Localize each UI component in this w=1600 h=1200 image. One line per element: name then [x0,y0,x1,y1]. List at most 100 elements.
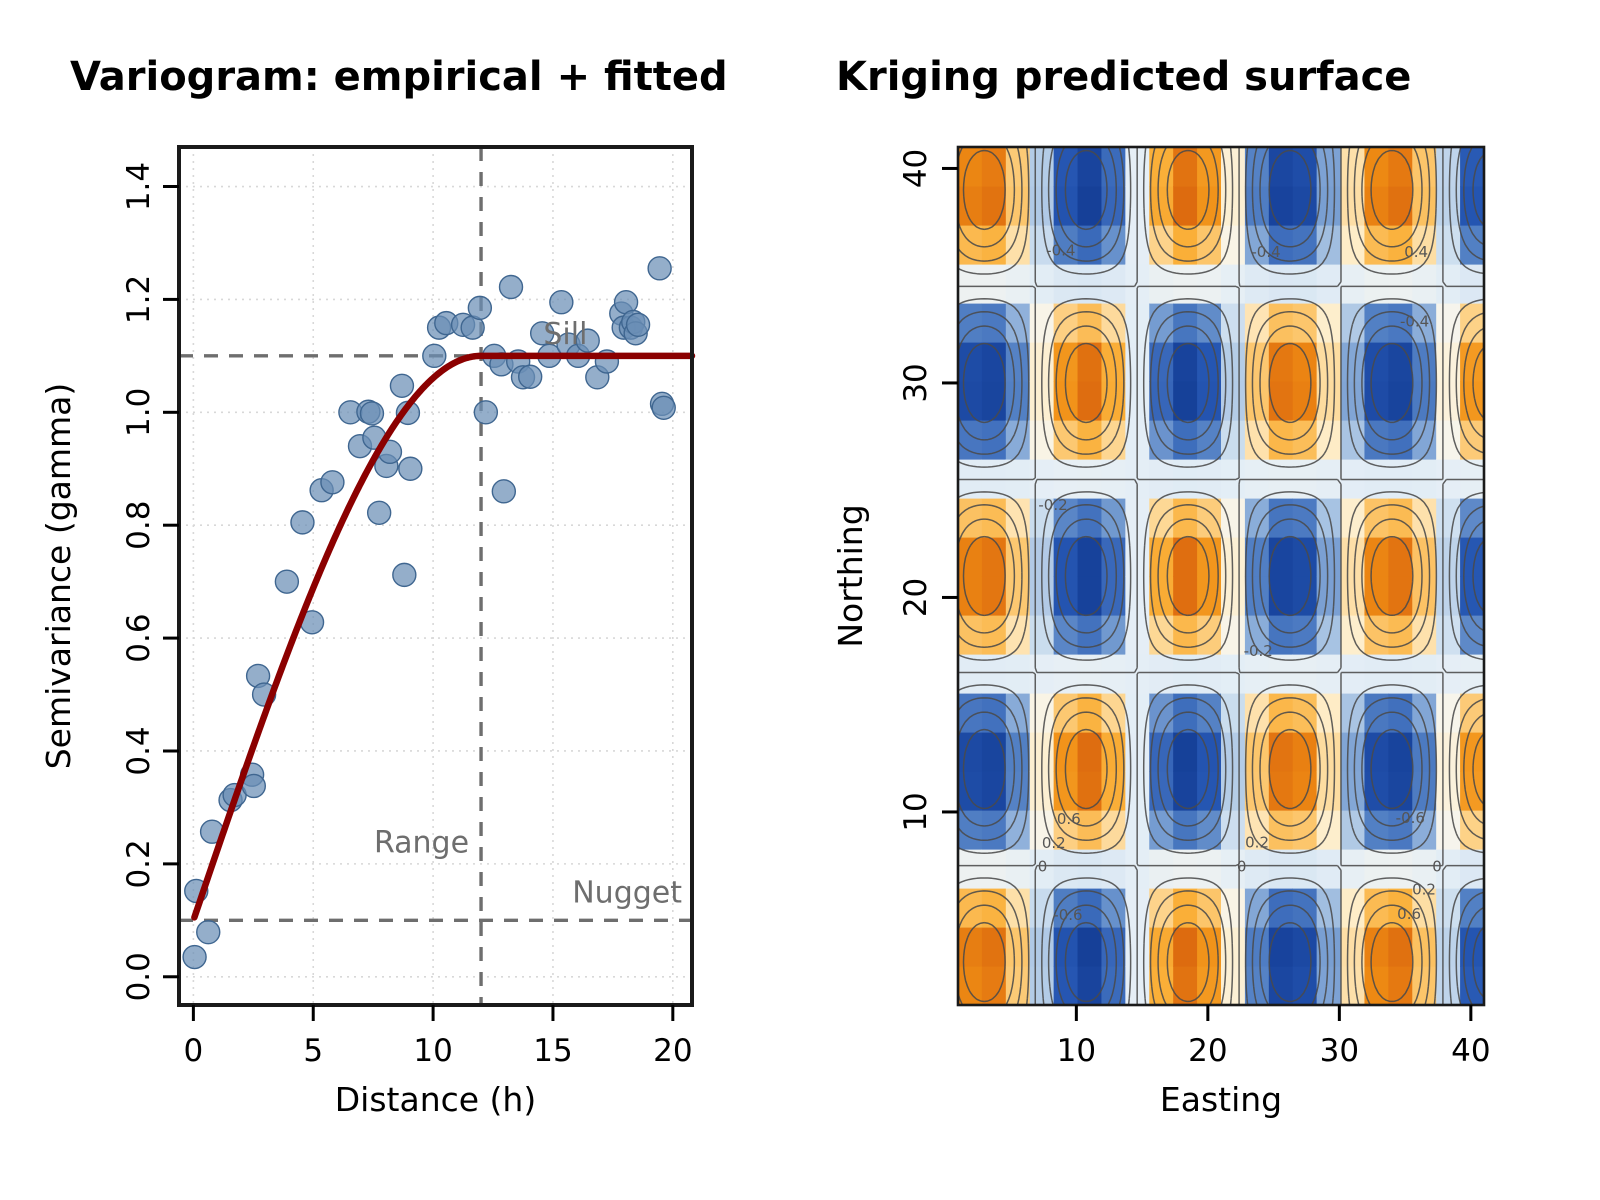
heatmap-cell [1316,849,1342,889]
heatmap-cell [981,147,1007,187]
heatmap-cell [1005,654,1031,694]
heatmap-cell [1268,927,1294,967]
heatmap-cell [1292,615,1318,655]
scatter-point [529,321,555,346]
heatmap-cell [1316,966,1342,1005]
x-tick-label: 0 [184,1033,204,1069]
scatter-point [389,373,415,398]
heatmap-cell [1316,537,1342,577]
heatmap-cell [981,966,1007,1005]
heatmap-cell [1460,615,1484,655]
scatter-point [491,479,517,504]
heatmap-cell [1364,225,1389,265]
contour-path [958,147,1484,1005]
heatmap-cell [958,927,983,967]
heatmap-cell [958,498,983,538]
heatmap-cell [1340,420,1366,460]
heatmap-cell [1077,147,1103,187]
heatmap-cell [1340,771,1366,811]
heatmap-cell [1173,342,1198,382]
contour-label: 0.6 [1397,905,1421,923]
heatmap-cell [1173,537,1198,577]
heatmap-cell [1221,225,1246,265]
heatmap-cell [1268,810,1294,850]
y-tick-label: 0.2 [121,839,157,888]
heatmap-cell [1197,615,1222,655]
heatmap-cell [1005,381,1031,421]
heatmap-cell [1268,381,1294,421]
heatmap-cell [1268,303,1294,343]
scatter-points [182,256,676,970]
heatmap-cell [1436,264,1461,304]
contour-label: 0 [1237,858,1247,876]
heatmap-cell [1316,225,1342,265]
range-label: Range [374,826,469,861]
scatter-point [549,290,574,315]
heatmap-cell [1292,147,1318,187]
heatmap-cell [1340,693,1366,733]
heatmap-cell [1005,966,1031,1005]
heatmap-cell [1316,420,1342,460]
heatmap-cell [1029,498,1055,538]
x-tick-label: 40 [1451,1033,1490,1069]
heatmap-cell [981,264,1007,304]
heatmap-cell [1005,147,1031,187]
heatmap-cell [1173,498,1198,538]
heatmap-cell [1364,537,1389,577]
heatmap-cell [1460,225,1484,265]
heatmap-cell [1268,849,1294,889]
y-tick-label: 0.6 [121,613,157,662]
heatmap-cell [1053,849,1079,889]
x-tick-label: 10 [413,1033,452,1069]
heatmap-cell [1388,576,1413,616]
contour-path [962,149,1484,1003]
heatmap-cell [1029,420,1055,460]
heatmap-cell [1077,186,1103,226]
heatmap-cell [1460,576,1484,616]
heatmap-cell [1340,927,1366,967]
heatmap-cell [1340,342,1366,382]
heatmap-cell [1316,147,1342,187]
scatter-point [575,328,600,353]
heatmap-cell [1101,771,1126,811]
heatmap-cell [958,303,983,343]
heatmap-cell [1364,147,1389,187]
heatmap-cell [958,342,983,382]
heatmap-cell [1149,849,1174,889]
heatmap-cell [1436,225,1461,265]
heatmap-cell [1101,615,1126,655]
heatmap-cell [1364,303,1389,343]
scatter-point [182,944,207,970]
heatmap-cell [981,381,1007,421]
variogram-svg: Variogram: empirical + fitted Sill Range Nu… [39,54,728,1119]
heatmap-cell [1268,615,1294,655]
heatmap-cell [1244,888,1270,928]
y-tick-label: 0.8 [121,501,157,550]
heatmap-cell [1221,615,1246,655]
heatmap-cell [1149,225,1174,265]
heatmap-cell [1412,381,1437,421]
scatter-point [290,510,315,535]
y-tick-label: 1.4 [121,162,157,211]
heatmap-cell [1268,732,1294,772]
heatmap-cell [1460,693,1484,733]
heatmap-cell [1244,654,1270,694]
heatmap-cell [1316,693,1342,733]
scatter-point [366,500,392,525]
contour-label: -0.6 [1053,906,1082,924]
y-tick-label: 10 [898,792,934,831]
heatmap-cell [1412,927,1437,967]
heatmap-cell [1268,264,1294,304]
y-axis-label: Northing [831,504,870,647]
heatmap-cell [1173,732,1198,772]
heatmap-cell [1364,615,1389,655]
heatmap-cell [1412,186,1437,226]
heatmap-cell [1412,732,1437,772]
heatmap-cell [1077,225,1103,265]
x-axis-label: Distance (h) [335,1080,536,1119]
heatmap-cell [1388,537,1413,577]
y-axis-ticks: 10 20 30 40 [898,149,958,832]
heatmap-cell [1340,225,1366,265]
heatmap-cell [981,732,1007,772]
heatmap-cell [1460,849,1484,889]
